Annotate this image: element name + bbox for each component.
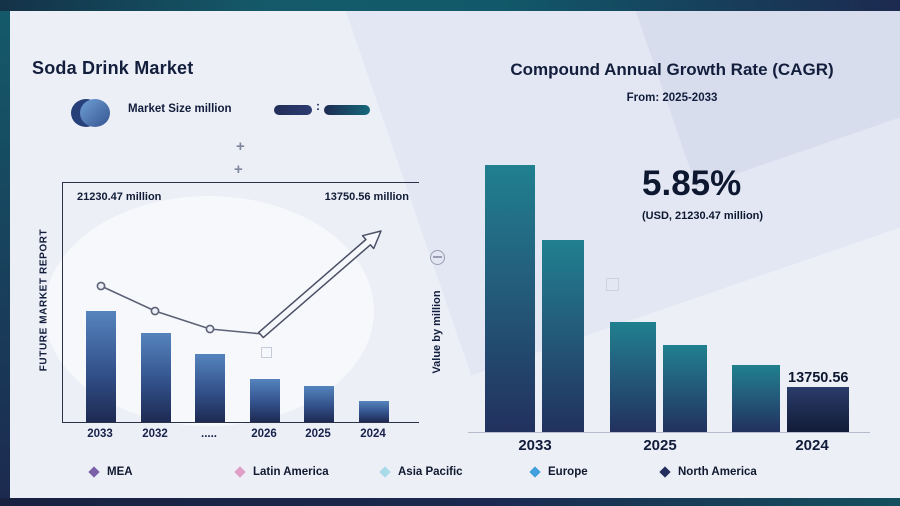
legend-diamond-icon [234, 466, 246, 478]
legend-item-label: Europe [548, 466, 588, 478]
right-bar-2024-s1 [732, 365, 780, 432]
left-bar-2026 [250, 379, 280, 422]
right-xlabel-2024: 2024 [795, 437, 829, 454]
left-xlabel: ..... [201, 428, 217, 440]
market-size-legend-label: Market Size million [128, 103, 232, 115]
region-legend: MEA Latin America Asia Pacific Europe North … [0, 466, 900, 484]
plus-decoration-icon: + [234, 161, 243, 178]
left-bar-2033 [86, 311, 116, 422]
left-xlabel: 2032 [142, 428, 168, 440]
right-bar-group-2025 [610, 322, 707, 432]
right-xlabel-2033: 2033 [518, 437, 552, 454]
top-edge-bar [0, 0, 900, 11]
right-bar-2033-s2 [542, 240, 584, 432]
legend-item-mea: MEA [88, 466, 133, 478]
legend-item-label: Latin America [253, 466, 329, 478]
right-ylabel: Value by million [431, 290, 443, 374]
right-axis-line [468, 432, 870, 433]
legend-diamond-icon [529, 466, 541, 478]
cagr-chart [470, 160, 874, 432]
right-chart-title: Compound Annual Growth Rate (CAGR) [510, 60, 834, 79]
future-market-report-label: FUTURE MARKET REPORT [38, 228, 50, 372]
market-size-chart: 21230.47 million 13750.56 million [62, 182, 419, 423]
annotation-end-value: 13750.56 million [324, 191, 409, 203]
right-bars [470, 160, 874, 432]
legend-diamond-icon [379, 466, 391, 478]
legend-item-europe: Europe [529, 466, 588, 478]
right-bar-2024-s2 [787, 387, 849, 432]
legend-pill-navy [274, 105, 312, 115]
market-size-icon [71, 99, 110, 127]
left-bars [63, 183, 419, 422]
legend-item-label: MEA [107, 466, 133, 478]
left-xlabel: 2025 [305, 428, 331, 440]
legend-item-label: Asia Pacific [398, 466, 463, 478]
legend-item-label: North America [678, 466, 757, 478]
left-xlabels: 2033 2032..... 2026 2025 2024 [62, 428, 418, 444]
right-bar-data-label: 13750.56 [788, 370, 849, 386]
legend-diamond-icon [659, 466, 671, 478]
left-xlabel: 2024 [360, 428, 386, 440]
left-chart-title: Soda Drink Market [32, 58, 194, 78]
right-bar-2025-s1 [610, 322, 656, 432]
legend-pill-teal [324, 105, 370, 115]
right-chart-subtitle: From: 2025-2033 [626, 92, 718, 104]
left-xlabel: 2033 [87, 428, 113, 440]
legend-item-asia-pacific: Asia Pacific [379, 466, 463, 478]
square-decoration-icon [606, 278, 619, 291]
annotation-start-value: 21230.47 million [77, 191, 162, 203]
legend-pill-separator: : [316, 99, 320, 113]
right-bar-group-2024 [732, 365, 849, 432]
cagr-value: 5.85% [642, 164, 742, 203]
right-bar-2025-s2 [663, 345, 707, 432]
left-xlabel: 2026 [251, 428, 277, 440]
right-bar-2033-s1 [485, 165, 535, 432]
legend-diamond-icon [88, 466, 100, 478]
left-bar-2024 [359, 401, 389, 422]
trend-line-arrow [96, 230, 382, 339]
plus-decoration-icon: + [236, 138, 245, 155]
legend-item-latin-america: Latin America [234, 466, 329, 478]
left-bar-2025 [304, 386, 334, 422]
left-edge-bar [0, 11, 10, 498]
legend-item-north-america: North America [659, 466, 757, 478]
left-bar-..... [195, 354, 225, 422]
right-bar-group-2033 [485, 165, 584, 432]
cagr-detail: (USD, 21230.47 million) [642, 210, 764, 222]
square-decoration-icon [261, 347, 272, 358]
right-xlabel-2025: 2025 [643, 437, 677, 454]
bottom-edge-bar [0, 498, 900, 506]
circle-minus-icon [430, 250, 445, 265]
left-bar-2032 [141, 333, 171, 422]
